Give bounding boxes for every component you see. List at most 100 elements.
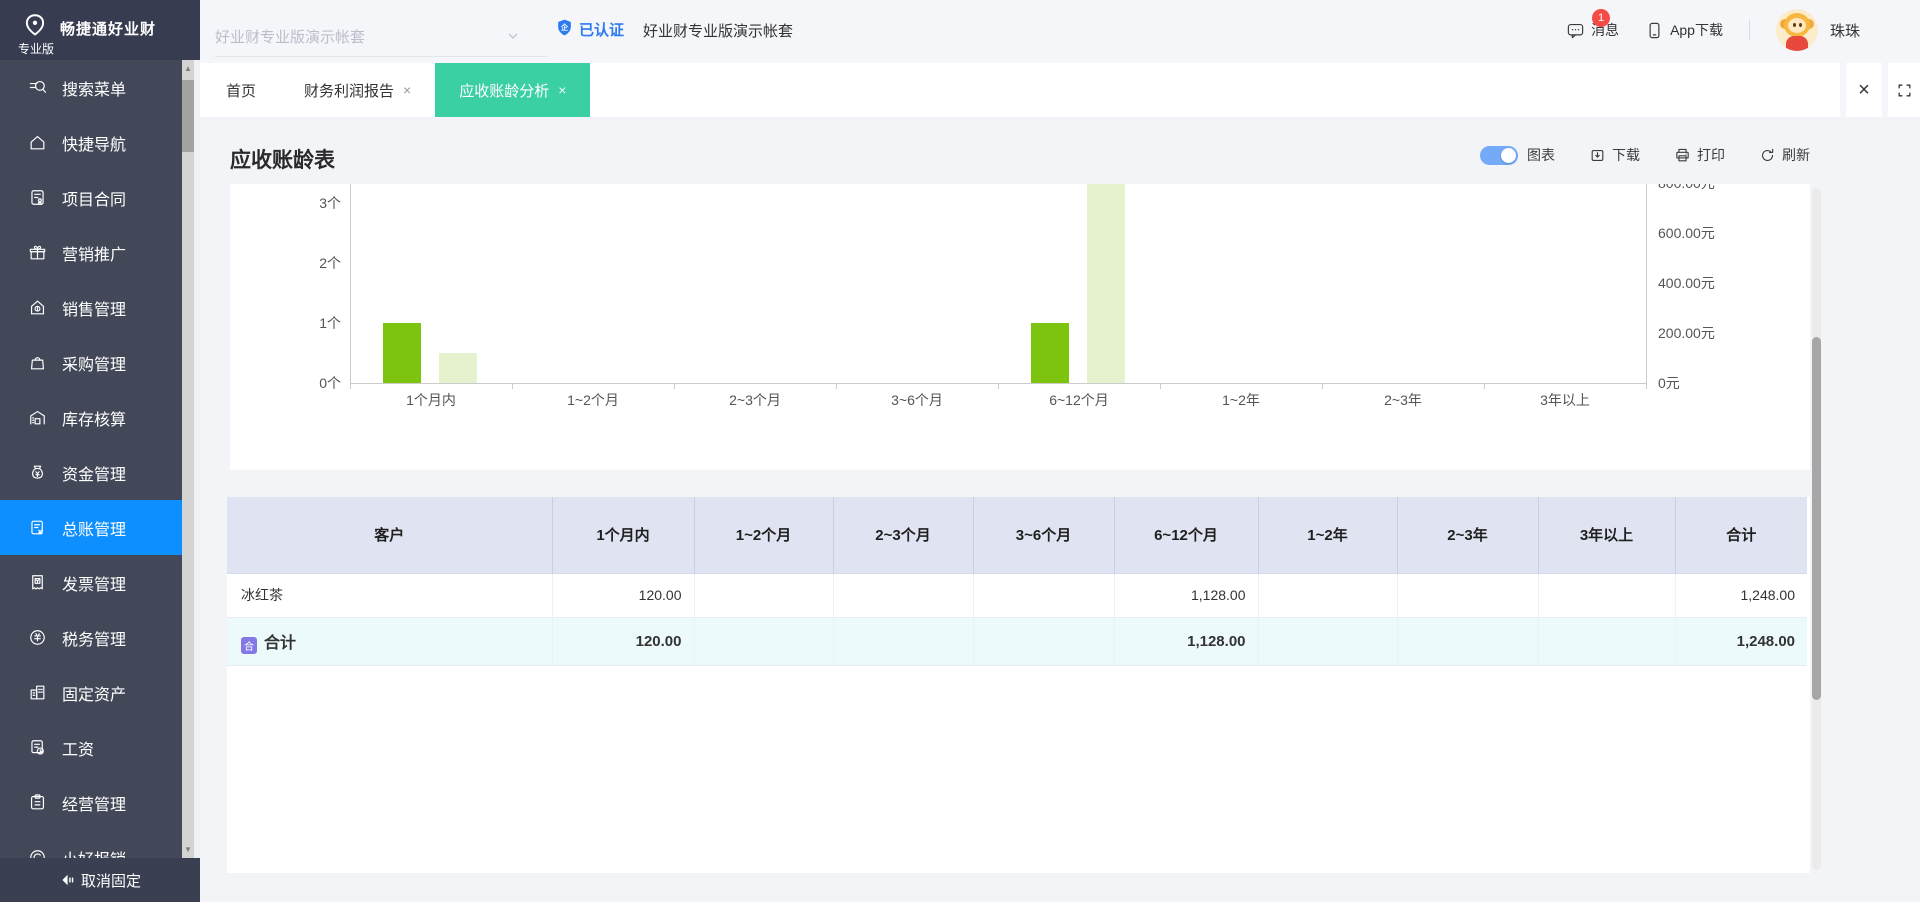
brand[interactable]: 畅捷通好业财 专业版	[0, 0, 200, 60]
total-label: 合计	[264, 634, 297, 652]
sidebar-item-quick-nav[interactable]: 快捷导航	[0, 115, 182, 170]
y2-axis-line	[1646, 184, 1647, 383]
sidebar-item-reimburse[interactable]: 小好报销	[0, 830, 182, 858]
funds-icon	[27, 463, 47, 483]
tab-home[interactable]: 首页	[202, 63, 280, 117]
amount-cell	[693, 573, 833, 618]
scroll-down-icon[interactable]: ▼	[184, 845, 192, 854]
tab-aging-analysis[interactable]: 应收账龄分析 ×	[435, 63, 591, 117]
bar-count-4	[1031, 323, 1069, 383]
bar-count-0	[383, 323, 421, 383]
sidebar-item-purchase[interactable]: 采购管理	[0, 335, 182, 390]
sidebar-item-operations[interactable]: 经营管理	[0, 775, 182, 830]
x-axis-tick	[998, 383, 999, 389]
amount-cell: 1,248.00	[1674, 573, 1807, 618]
chevron-down-icon	[505, 28, 521, 44]
avatar[interactable]	[1775, 9, 1818, 51]
download-button[interactable]: 下载	[1589, 145, 1640, 165]
total-amount-cell	[693, 617, 833, 666]
account-selector[interactable]: 好业财专业版演示帐套	[215, 16, 547, 57]
content-scrollbar[interactable]	[1812, 188, 1821, 870]
tab-label: 首页	[226, 82, 257, 100]
fullscreen-button[interactable]	[1888, 63, 1920, 117]
column-header: 3年以上	[1537, 497, 1675, 573]
divider	[1748, 20, 1750, 40]
x-axis-category-label: 1~2个月	[567, 392, 619, 408]
sidebar-gutter	[194, 60, 200, 858]
table-row[interactable]: 冰红茶 120.00 1,128.00 1,248.00	[227, 573, 1807, 618]
tab-label: 应收账龄分析	[459, 82, 550, 100]
sidebar-item-label: 销售管理	[62, 301, 127, 319]
fullscreen-icon	[1898, 84, 1910, 96]
brand-edition: 专业版	[18, 42, 55, 56]
sidebar-item-fixed-assets[interactable]: 固定资产	[0, 665, 182, 720]
reimburse-icon	[27, 848, 47, 858]
sidebar-item-inventory[interactable]: 库存核算	[0, 390, 182, 445]
app-download-button[interactable]: App下载	[1645, 20, 1723, 40]
tabbar: 首页 财务利润报告 × 应收账龄分析 × ×	[200, 60, 1920, 117]
sidebar-item-invoice[interactable]: 发票管理	[0, 555, 182, 610]
total-amount-cell	[832, 617, 973, 666]
x-axis-tick	[836, 383, 837, 389]
sidebar-item-funds[interactable]: 资金管理	[0, 445, 182, 500]
chart-toggle[interactable]	[1480, 145, 1518, 165]
sidebar: 畅捷通好业财 专业版 搜索菜单快捷导航项目合同营销推广销售管理采购管理 库存核算资…	[0, 0, 200, 902]
sidebar-item-label: 固定资产	[62, 686, 127, 704]
aging-chart: 3个 2个 1个 0个 800.00元 600.00元 400.00元 200.00元 0元 1个…	[230, 184, 1810, 470]
main-content: 应收账龄表 图表 下载 打印 刷新 3个 2个 1个 0个 800.00元 600.00元…	[200, 117, 1920, 902]
sidebar-item-label: 快捷导航	[62, 136, 127, 154]
phone-icon	[1649, 22, 1660, 38]
home-icon	[27, 133, 47, 153]
sidebar-scrollbar[interactable]: ▲ ▼	[182, 60, 194, 858]
sidebar-item-label: 发票管理	[62, 576, 127, 594]
tab-profit-report[interactable]: 财务利润报告 ×	[280, 63, 435, 117]
amount-cell	[1257, 573, 1397, 618]
verified-badge: 企 已认证	[555, 18, 624, 41]
ledger-icon	[27, 518, 47, 538]
sidebar-item-label: 营销推广	[62, 246, 127, 264]
amount-cell	[972, 573, 1114, 618]
sidebar-item-marketing[interactable]: 营销推广	[0, 225, 182, 280]
x-axis-tick	[350, 383, 351, 389]
column-header: 3~6个月	[972, 497, 1114, 573]
sidebar-item-general-ledger[interactable]: 总账管理	[0, 500, 182, 555]
tab-close-icon[interactable]: ×	[403, 82, 412, 98]
app-download-label: App下载	[1670, 22, 1723, 38]
tab-close-icon[interactable]: ×	[558, 82, 567, 98]
table-header-row: 客户 1个月内 1~2个月 2~3个月 3~6个月 6~12个月 1~2年 2~3年 3年以上合…	[227, 497, 1807, 573]
messages-button[interactable]: 消息 1	[1566, 9, 1619, 40]
content-scrollbar-thumb[interactable]	[1812, 337, 1821, 700]
x-axis-category-label: 2~3年	[1384, 392, 1422, 408]
invoice-icon	[27, 573, 47, 593]
sidebar-item-project-contract[interactable]: 项目合同	[0, 170, 182, 225]
close-tabs-button[interactable]: ×	[1846, 63, 1882, 117]
sidebar-item-tax[interactable]: 税务管理	[0, 610, 182, 665]
sidebar-item-sales[interactable]: 销售管理	[0, 280, 182, 335]
scroll-up-icon[interactable]: ▲	[184, 64, 192, 73]
y2-axis-label: 0元	[1658, 375, 1680, 391]
inventory-icon	[27, 408, 47, 428]
y-axis-label: 0个	[319, 375, 341, 391]
x-axis-tick	[1484, 383, 1485, 389]
amount-cell	[832, 573, 973, 618]
print-button[interactable]: 打印	[1674, 145, 1725, 165]
y-axis-line	[350, 184, 351, 383]
x-axis-tick	[1322, 383, 1323, 389]
refresh-button[interactable]: 刷新	[1759, 145, 1810, 165]
column-header: 1个月内	[551, 497, 694, 573]
sidebar-item-search-menu[interactable]: 搜索菜单	[0, 60, 182, 115]
tax-icon	[27, 628, 47, 648]
y-axis-label: 1个	[319, 315, 341, 331]
refresh-icon	[1762, 148, 1774, 161]
close-icon: ×	[1858, 78, 1870, 101]
aging-table: 客户 1个月内 1~2个月 2~3个月 3~6个月 6~12个月 1~2年 2~3年 3年以上合…	[227, 497, 1807, 666]
total-amount-cell	[1396, 617, 1538, 666]
sidebar-scrollbar-thumb[interactable]	[182, 80, 194, 152]
y2-axis-label: 600.00元	[1658, 225, 1715, 241]
refresh-label: 刷新	[1782, 147, 1810, 163]
sidebar-item-payroll[interactable]: 工资	[0, 720, 182, 775]
username[interactable]: 珠珠	[1829, 22, 1860, 40]
unpin-button[interactable]: 取消固定	[0, 858, 200, 902]
total-row: 合合计 120.00 1,128.00 1,248.00	[227, 617, 1807, 666]
